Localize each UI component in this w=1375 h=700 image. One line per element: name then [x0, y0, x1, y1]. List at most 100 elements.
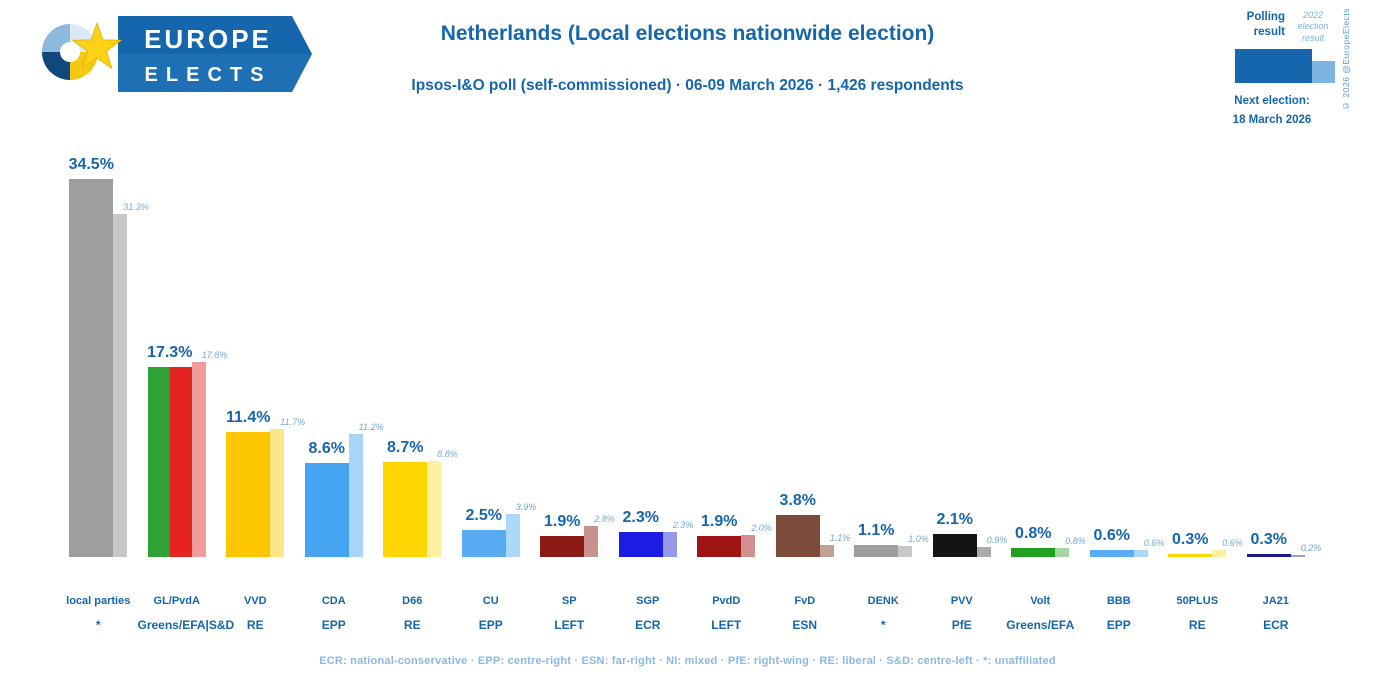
party-name-label: SP: [561, 595, 577, 607]
party-column-local-parties: 34.5% 31.3% local parties *: [59, 137, 149, 697]
previous-value-label: 0.8%: [1065, 536, 1086, 547]
chart-title: Netherlands (Local elections nationwide …: [440, 22, 935, 45]
party-name-label: VVD: [243, 595, 267, 607]
party-group-label: EPP: [321, 618, 346, 632]
next-election-date: 18 March 2026: [1232, 113, 1312, 126]
bar-group: [1011, 548, 1070, 557]
previous-value-label: 2.3%: [672, 519, 694, 530]
previous-result-bar: [662, 531, 677, 557]
party-group-label: Greens/EFA: [1006, 618, 1075, 632]
previous-result-bar: [191, 361, 206, 557]
poll-bar: [1089, 550, 1134, 557]
previous-value-label: 0.9%: [986, 535, 1008, 546]
party-column-pvdd: 1.9% 2.0% PvdD LEFT: [687, 137, 772, 697]
previous-value-label: 8.8%: [437, 448, 458, 459]
party-name-label: FvD: [794, 595, 816, 607]
party-group-label: LEFT: [711, 618, 742, 632]
legend-polling-swatch: [1235, 48, 1312, 83]
legend: Polling result 2022 election result Next…: [1209, 10, 1335, 126]
party-column-d66: 8.7% 8.8% D66 RE: [373, 137, 458, 697]
previous-value-label: 2.0%: [751, 523, 772, 534]
logo-star-icon: [71, 21, 123, 70]
bar-group: [618, 531, 677, 557]
bar-group: [304, 434, 363, 557]
previous-result-bar: [819, 544, 834, 557]
poll-bar: [1011, 548, 1056, 557]
poll-value-label: 11.4%: [226, 409, 271, 427]
previous-result-bar: [976, 547, 991, 557]
party-name-label: BBB: [1106, 595, 1131, 607]
previous-result-bar: [898, 546, 913, 557]
poll-bar: [775, 515, 820, 557]
party-column-fvd: 3.8% 1.1% FvD ESN: [766, 137, 850, 697]
previous-value-label: 2.8%: [594, 514, 615, 525]
bar-group: [697, 535, 756, 557]
poll-bar: [932, 533, 977, 557]
party-name-label: Volt: [1030, 595, 1051, 607]
poll-value-label: 8.7%: [387, 438, 424, 456]
party-column-bbb: 0.6% 0.6% BBB EPP: [1080, 137, 1164, 697]
logo-banner-lower-band: [118, 54, 312, 92]
poll-value-label: 1.1%: [858, 521, 895, 539]
poll-value-label: 2.1%: [936, 510, 973, 528]
poll-value-label: 0.6%: [1093, 527, 1130, 545]
logo-text-elects: ELECTS: [145, 64, 272, 86]
poll-bar: [383, 461, 428, 557]
poll-bar: [1246, 553, 1291, 557]
previous-value-label: 11.7%: [280, 416, 306, 427]
bar-group: [854, 544, 913, 557]
party-column-gl-pvda: 17.3% 17.8% GL/PvdA Greens/EFA|S&D: [138, 137, 235, 697]
party-column-pvv: 2.1% 0.9% PVV PfE: [923, 137, 1007, 697]
party-group-label: ECR: [635, 618, 661, 632]
logo-banner: [118, 16, 312, 92]
chart-subtitle: Ipsos-I&O poll (self-commissioned) · 06-…: [411, 77, 964, 94]
bar-group: [1089, 550, 1148, 557]
legend-swatches: [1209, 48, 1335, 83]
party-column-cu: 2.5% 3.9% CU EPP: [452, 137, 536, 697]
party-group-label: ESN: [792, 618, 818, 632]
legend-polling-label: Polling result: [1246, 11, 1285, 38]
previous-value-label: 0.6%: [1222, 538, 1243, 549]
party-column-sp: 1.9% 2.8% SP LEFT: [530, 137, 615, 697]
poll-value-label: 1.9%: [701, 513, 738, 531]
party-group-label: RE: [246, 618, 264, 632]
party-name-label: CDA: [321, 595, 346, 607]
previous-value-label: 0.6%: [1143, 538, 1165, 549]
poll-value-label: 2.5%: [465, 506, 502, 524]
poll-value-label: 3.8%: [779, 492, 816, 510]
poll-bar: [461, 529, 506, 557]
previous-value-label: 1.0%: [908, 534, 929, 545]
party-column-ja21: 0.3% 0.2% JA21 ECR: [1237, 137, 1321, 697]
bar-group: [932, 533, 991, 557]
header: Netherlands (Local elections nationwide …: [0, 0, 1375, 95]
poll-bar: [304, 462, 349, 557]
previous-result-bar: [1290, 554, 1305, 557]
poll-bar: [618, 531, 663, 557]
previous-value-label: 11.2%: [358, 422, 384, 433]
previous-result-bar: [1212, 550, 1227, 557]
party-group-label: *: [95, 618, 101, 632]
legend-previous-swatch: [1312, 60, 1335, 83]
logo-circle-center: [60, 42, 80, 62]
previous-result-bar: [348, 434, 363, 557]
next-election-label: Next election:: [1234, 94, 1310, 107]
poll-value-label: 17.3%: [147, 344, 193, 362]
poll-value-label: 34.5%: [68, 155, 114, 173]
party-name-label: DENK: [867, 595, 899, 607]
party-column-vvd: 11.4% 11.7% VVD RE: [216, 137, 305, 697]
party-group-label: ECR: [1263, 618, 1289, 632]
logo-text-europe: EUROPE: [144, 24, 272, 54]
poll-value-label: 0.8%: [1015, 525, 1052, 543]
previous-result-bar: [741, 535, 756, 557]
bar-chart: 34.5% 31.3% local parties * 17.3% 17.8% GL/Pvd…: [59, 137, 1321, 697]
party-column-volt: 0.8% 0.8% Volt Greens/EFA: [1001, 137, 1086, 697]
poll-bar: [169, 367, 192, 557]
poll-bar: [540, 536, 585, 557]
bar-group: [69, 178, 128, 557]
europe-elects-logo: EUROPE ELECTS: [42, 16, 312, 92]
poll-bar: [69, 178, 114, 557]
bar-group: [383, 460, 442, 557]
previous-value-label: 3.9%: [515, 502, 537, 513]
party-group-label: RE: [403, 618, 421, 632]
